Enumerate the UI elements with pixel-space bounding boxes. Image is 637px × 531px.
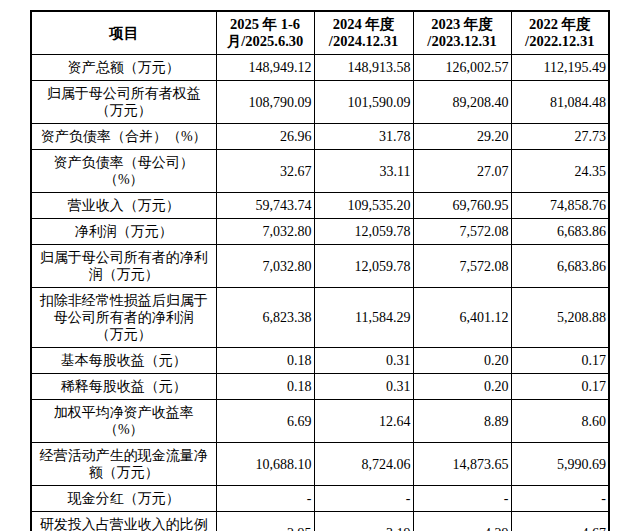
cell-value: 0.20 bbox=[413, 348, 511, 374]
row-label: 扣除非经常性损益后归属于 母公司所有者的净利润 （万元） bbox=[31, 288, 216, 348]
cell-value: 14,873.65 bbox=[413, 443, 511, 486]
cell-value: - bbox=[413, 486, 511, 512]
cell-value: 7,032.80 bbox=[216, 245, 314, 288]
cell-value: - bbox=[216, 486, 314, 512]
cell-value: 8,724.06 bbox=[314, 443, 413, 486]
row-label: 净利润（万元） bbox=[31, 219, 216, 245]
period-column-header-2024: 2024 年度 /2024.12.31 bbox=[314, 11, 413, 55]
row-label: 基本每股收益（元） bbox=[31, 348, 216, 374]
table-row: 资产负债率（母公司）（%） 32.67 33.11 27.07 24.35 bbox=[31, 150, 609, 193]
period-column-header-2022: 2022 年度 /2022.12.31 bbox=[511, 11, 609, 55]
cell-value: 12,059.78 bbox=[314, 245, 413, 288]
cell-value: 0.17 bbox=[511, 374, 609, 400]
cell-value: 101,590.09 bbox=[314, 81, 413, 124]
cell-value: 6,823.38 bbox=[216, 288, 314, 348]
cell-value: 4.67 bbox=[511, 512, 609, 531]
table-row: 稀释每股收益（元） 0.18 0.31 0.20 0.17 bbox=[31, 374, 609, 400]
cell-value: 0.31 bbox=[314, 374, 413, 400]
table-body: 资产总额（万元） 148,949.12 148,913.58 126,002.5… bbox=[31, 55, 609, 531]
row-label: 现金分红（万元） bbox=[31, 486, 216, 512]
row-label: 营业收入（万元） bbox=[31, 193, 216, 219]
cell-value: 148,949.12 bbox=[216, 55, 314, 81]
cell-value: 32.67 bbox=[216, 150, 314, 193]
cell-value: - bbox=[314, 486, 413, 512]
cell-value: 6,683.86 bbox=[511, 245, 609, 288]
cell-value: 11,584.29 bbox=[314, 288, 413, 348]
cell-value: 109,535.20 bbox=[314, 193, 413, 219]
table-header-row: 项目 2025 年 1-6 月/2025.6.30 2024 年度 /2024.… bbox=[31, 11, 609, 55]
cell-value: 126,002.57 bbox=[413, 55, 511, 81]
table-row: 扣除非经常性损益后归属于 母公司所有者的净利润 （万元） 6,823.38 11… bbox=[31, 288, 609, 348]
cell-value: 74,858.76 bbox=[511, 193, 609, 219]
cell-value: 5,990.69 bbox=[511, 443, 609, 486]
cell-value: 69,760.95 bbox=[413, 193, 511, 219]
cell-value: 81,084.48 bbox=[511, 81, 609, 124]
cell-value: 12,059.78 bbox=[314, 219, 413, 245]
row-label: 稀释每股收益（元） bbox=[31, 374, 216, 400]
cell-value: 26.96 bbox=[216, 124, 314, 150]
cell-value: 59,743.74 bbox=[216, 193, 314, 219]
cell-value: 0.17 bbox=[511, 348, 609, 374]
cell-value: 0.18 bbox=[216, 348, 314, 374]
table-row: 资产总额（万元） 148,949.12 148,913.58 126,002.5… bbox=[31, 55, 609, 81]
cell-value: 7,032.80 bbox=[216, 219, 314, 245]
cell-value: 27.73 bbox=[511, 124, 609, 150]
item-column-header: 项目 bbox=[31, 11, 216, 55]
cell-value: 112,195.49 bbox=[511, 55, 609, 81]
table-row: 经营活动产生的现金流量净 额（万元） 10,688.10 8,724.06 14… bbox=[31, 443, 609, 486]
table-row: 营业收入（万元） 59,743.74 109,535.20 69,760.95 … bbox=[31, 193, 609, 219]
cell-value: 29.20 bbox=[413, 124, 511, 150]
row-label: 资产负债率（母公司）（%） bbox=[31, 150, 216, 193]
table-row: 资产负债率（合并）（%） 26.96 31.78 29.20 27.73 bbox=[31, 124, 609, 150]
cell-value: 5,208.88 bbox=[511, 288, 609, 348]
table-row: 净利润（万元） 7,032.80 12,059.78 7,572.08 6,68… bbox=[31, 219, 609, 245]
cell-value: 89,208.40 bbox=[413, 81, 511, 124]
table-row: 归属于母公司所有者的净利 润（万元） 7,032.80 12,059.78 7,… bbox=[31, 245, 609, 288]
cell-value: 6,401.12 bbox=[413, 288, 511, 348]
table-row: 归属于母公司所有者权益 （万元） 108,790.09 101,590.09 8… bbox=[31, 81, 609, 124]
table-row: 加权平均净资产收益率（%） 6.69 12.64 8.89 8.60 bbox=[31, 400, 609, 443]
cell-value: 8.60 bbox=[511, 400, 609, 443]
cell-value: 7,572.08 bbox=[413, 219, 511, 245]
row-label: 经营活动产生的现金流量净 额（万元） bbox=[31, 443, 216, 486]
row-label: 归属于母公司所有者权益 （万元） bbox=[31, 81, 216, 124]
cell-value: 12.64 bbox=[314, 400, 413, 443]
financial-summary-table: 项目 2025 年 1-6 月/2025.6.30 2024 年度 /2024.… bbox=[30, 10, 610, 531]
cell-value: 3.19 bbox=[314, 512, 413, 531]
row-label: 归属于母公司所有者的净利 润（万元） bbox=[31, 245, 216, 288]
row-label: 加权平均净资产收益率（%） bbox=[31, 400, 216, 443]
cell-value: 108,790.09 bbox=[216, 81, 314, 124]
cell-value: 33.11 bbox=[314, 150, 413, 193]
cell-value: 2.95 bbox=[216, 512, 314, 531]
row-label: 研发投入占营业收入的比例 （%） bbox=[31, 512, 216, 531]
cell-value: 148,913.58 bbox=[314, 55, 413, 81]
row-label: 资产负债率（合并）（%） bbox=[31, 124, 216, 150]
cell-value: 7,572.08 bbox=[413, 245, 511, 288]
cell-value: 6,683.86 bbox=[511, 219, 609, 245]
cell-value: 24.35 bbox=[511, 150, 609, 193]
table-row: 研发投入占营业收入的比例 （%） 2.95 3.19 4.29 4.67 bbox=[31, 512, 609, 531]
cell-value: - bbox=[511, 486, 609, 512]
cell-value: 0.20 bbox=[413, 374, 511, 400]
cell-value: 6.69 bbox=[216, 400, 314, 443]
row-label: 资产总额（万元） bbox=[31, 55, 216, 81]
cell-value: 8.89 bbox=[413, 400, 511, 443]
table-row: 基本每股收益（元） 0.18 0.31 0.20 0.17 bbox=[31, 348, 609, 374]
cell-value: 0.31 bbox=[314, 348, 413, 374]
period-column-header-2023: 2023 年度 /2023.12.31 bbox=[413, 11, 511, 55]
period-column-header-2025: 2025 年 1-6 月/2025.6.30 bbox=[216, 11, 314, 55]
cell-value: 10,688.10 bbox=[216, 443, 314, 486]
table-row: 现金分红（万元） - - - - bbox=[31, 486, 609, 512]
cell-value: 31.78 bbox=[314, 124, 413, 150]
cell-value: 4.29 bbox=[413, 512, 511, 531]
document-page: 项目 2025 年 1-6 月/2025.6.30 2024 年度 /2024.… bbox=[0, 0, 637, 531]
cell-value: 27.07 bbox=[413, 150, 511, 193]
cell-value: 0.18 bbox=[216, 374, 314, 400]
